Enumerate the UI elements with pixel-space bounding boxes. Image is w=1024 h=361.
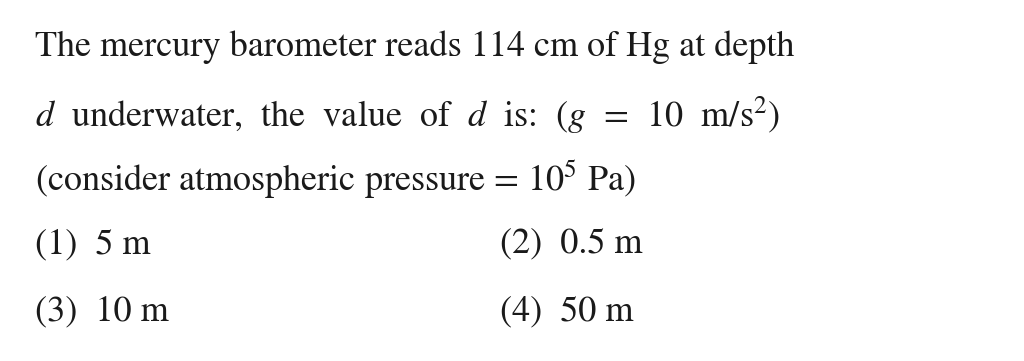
Text: (2)  0.5 m: (2) 0.5 m xyxy=(500,228,642,261)
Text: (4)  50 m: (4) 50 m xyxy=(500,295,634,328)
Text: (consider atmospheric pressure = 10$^{5}$ Pa): (consider atmospheric pressure = 10$^{5}… xyxy=(35,158,636,201)
Text: $d$  underwater,  the  value  of  $d$  is:  ($g$  =  10  m/s$^{2}$): $d$ underwater, the value of $d$ is: ($g… xyxy=(35,95,780,136)
Text: The mercury barometer reads 114 cm of Hg at depth: The mercury barometer reads 114 cm of Hg… xyxy=(35,30,795,64)
Text: (1)  5 m: (1) 5 m xyxy=(35,228,151,261)
Text: (3)  10 m: (3) 10 m xyxy=(35,295,169,328)
